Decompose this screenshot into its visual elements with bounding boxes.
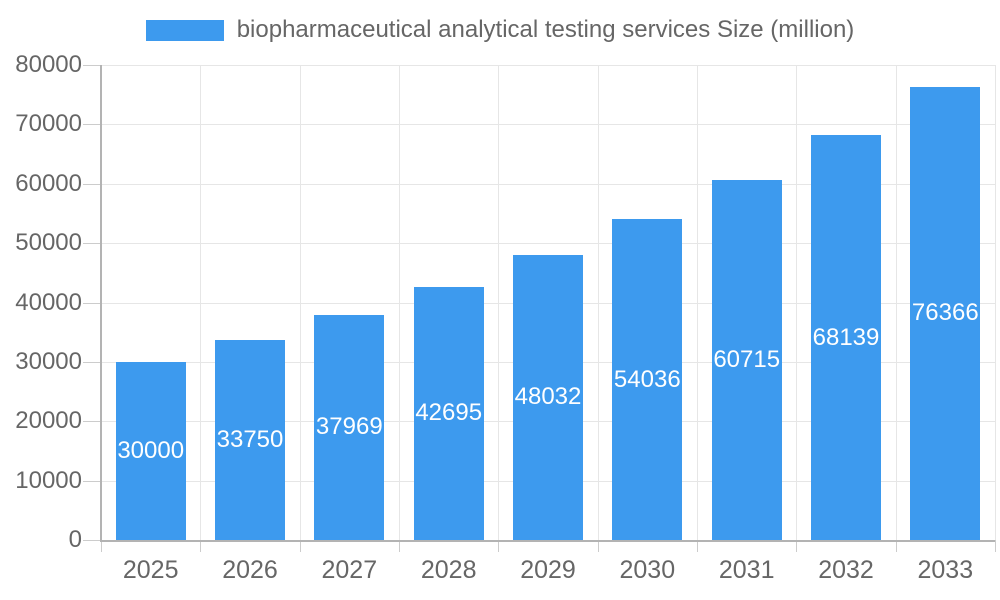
x-axis-tick	[796, 540, 798, 552]
y-axis-tick	[83, 361, 101, 363]
x-gridline	[995, 65, 996, 540]
x-axis-label: 2029	[520, 556, 576, 584]
x-axis-tick	[399, 540, 400, 552]
bar-value-label: 48032	[514, 383, 582, 411]
x-axis-tick	[697, 540, 698, 552]
x-axis-tick	[200, 540, 202, 552]
y-gridline	[101, 65, 995, 66]
y-axis-label: 10000	[15, 466, 82, 494]
x-axis-label: 2033	[917, 556, 974, 584]
y-axis-tick	[83, 540, 101, 541]
bar	[215, 339, 285, 540]
bar-value-label: 60715	[713, 345, 781, 373]
y-gridline	[101, 243, 995, 245]
x-axis-tick	[101, 540, 102, 552]
x-axis-tick	[995, 540, 996, 552]
x-axis-tick	[498, 540, 500, 552]
x-axis-label: 2028	[420, 556, 477, 584]
y-axis-tick	[83, 65, 101, 66]
bar-value-label: 68139	[812, 323, 880, 351]
bar-value-label: 37969	[315, 413, 383, 441]
x-gridline	[498, 65, 500, 540]
bar	[513, 254, 583, 540]
x-gridline	[895, 65, 897, 540]
x-axis-label: 2030	[619, 556, 676, 584]
x-gridline	[796, 65, 798, 540]
y-axis-label: 40000	[15, 288, 82, 316]
bar-value-label: 42695	[415, 399, 483, 427]
legend-swatch-icon	[145, 19, 224, 41]
y-axis-label: 70000	[15, 110, 82, 138]
bar	[711, 179, 782, 540]
y-axis-tick	[83, 243, 101, 245]
bar	[910, 86, 981, 540]
x-axis-label: 2031	[718, 556, 775, 584]
chart-legend[interactable]: biopharmaceutical analytical testing ser…	[0, 15, 1000, 45]
bar	[413, 286, 484, 540]
x-axis-tick	[597, 540, 599, 552]
x-axis-label: 2025	[122, 556, 179, 584]
bar	[811, 135, 881, 540]
bar-value-label: 54036	[613, 365, 681, 393]
legend-label: biopharmaceutical analytical testing ser…	[236, 16, 855, 43]
y-axis-tick	[83, 480, 101, 482]
x-axis-label: 2026	[222, 556, 278, 584]
y-axis-tick	[83, 124, 101, 126]
x-axis-tick	[895, 540, 897, 552]
x-gridline	[200, 65, 202, 540]
y-axis-line	[100, 65, 102, 541]
bar	[612, 219, 683, 540]
bar	[115, 361, 186, 540]
y-gridline	[101, 183, 995, 185]
x-axis-line	[100, 540, 995, 542]
y-axis-tick	[83, 302, 101, 304]
bar-value-label: 30000	[117, 436, 185, 464]
y-axis-label: 80000	[15, 51, 82, 78]
y-axis-label: 50000	[15, 229, 82, 257]
x-gridline	[299, 65, 301, 540]
y-axis-label: 20000	[15, 407, 82, 435]
bar	[314, 314, 385, 540]
x-axis-tick	[299, 540, 301, 552]
y-axis-label: 0	[68, 526, 82, 553]
x-axis-label: 2027	[321, 556, 378, 584]
y-axis-label: 60000	[15, 169, 82, 197]
x-gridline	[697, 65, 698, 540]
x-gridline	[399, 65, 400, 540]
y-gridline	[101, 124, 995, 126]
y-axis-label: 30000	[15, 347, 82, 375]
bar-value-label: 76366	[911, 299, 979, 327]
y-axis-tick	[83, 421, 101, 423]
bar-value-label: 33750	[216, 425, 284, 453]
y-axis-tick	[83, 183, 101, 185]
x-gridline	[597, 65, 599, 540]
x-axis-label: 2032	[818, 556, 874, 584]
